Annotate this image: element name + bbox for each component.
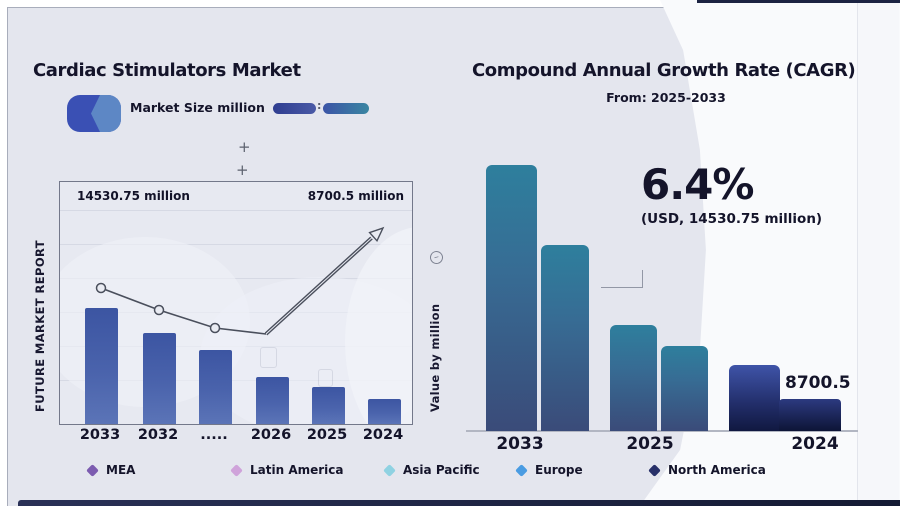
right-bar-2024-b — [779, 399, 841, 431]
ratio-pill-left — [273, 103, 316, 114]
x-label-2033: 2033 — [79, 427, 121, 443]
x-label-2032: 2032 — [137, 427, 179, 443]
bar-2026 — [256, 377, 289, 424]
trend-line-overlay — [95, 226, 385, 336]
north-america-diamond-icon — [648, 463, 661, 477]
legend-label: Latin America — [250, 463, 344, 477]
gridline — [60, 278, 412, 279]
trend-marker — [95, 282, 107, 294]
future-market-report-watermark: FUTURE MARKET REPORT — [33, 239, 47, 412]
bar-2024 — [368, 399, 401, 424]
left-chart-plot-area: 14530.75 million 8700.5 million — [59, 181, 413, 425]
growth-arrow-shaft — [266, 238, 373, 336]
europe-diamond-icon — [515, 463, 528, 477]
right-edge-strip — [857, 0, 899, 506]
end-value-label: 8700.5 million — [307, 189, 404, 203]
right-x-label-2025: 2025 — [626, 434, 674, 454]
plus-icon: + — [238, 138, 251, 156]
legend-label: North America — [668, 463, 766, 477]
bottom-accent-bar — [18, 500, 900, 506]
legend-item-asia-pacific: Asia Pacific — [383, 463, 480, 477]
bar-2032 — [143, 333, 176, 424]
right-chart-title: Compound Annual Growth Rate (CAGR) — [472, 60, 856, 81]
right-bar-2025-a — [610, 325, 657, 431]
legend-label: Asia Pacific — [403, 463, 480, 477]
bar-2025 — [312, 387, 345, 424]
ghost-document-icon — [260, 347, 277, 368]
cylinder-legend-icon — [67, 95, 121, 132]
cagr-detail: (USD, 14530.75 million) — [641, 211, 823, 227]
bar-2033 — [85, 308, 118, 424]
ratio-pill-right — [323, 103, 369, 114]
top-accent-bar — [697, 0, 900, 3]
legend-item-latin-america: Latin America — [230, 463, 344, 477]
right-bar-2024-a — [729, 365, 780, 431]
trend-line — [100, 287, 267, 335]
cagr-value: 6.4% — [641, 160, 754, 209]
right-bar-2033-a — [486, 165, 537, 431]
right-x-label-2024: 2024 — [791, 434, 839, 454]
growth-arrow-shaft — [264, 236, 372, 334]
right-bar-2025-b — [661, 346, 708, 431]
gridline — [60, 244, 412, 245]
asia-pacific-diamond-icon — [383, 463, 396, 477]
cylinder-icon-facet — [91, 95, 121, 132]
right-chart-subtitle: From: 2025-2033 — [606, 90, 726, 105]
ghost-document-icon — [318, 369, 333, 387]
legend-item-north-america: North America — [648, 463, 766, 477]
x-label-mid-years: ..... — [200, 427, 228, 443]
left-chart-title: Cardiac Stimulators Market — [33, 60, 301, 81]
mea-diamond-icon — [86, 463, 99, 477]
gridline — [60, 210, 412, 211]
max-value-label: 14530.75 million — [77, 189, 190, 203]
x-label-2024: 2024 — [362, 427, 404, 443]
legend-item-mea: MEA — [86, 463, 136, 477]
growth-arrow-head — [368, 226, 385, 243]
bar-mid-years — [199, 350, 232, 424]
right-x-label-2033: 2033 — [496, 434, 544, 454]
value-axis-label: Value by million — [428, 303, 442, 412]
plus-icon: + — [236, 161, 249, 179]
right-bar-2033-b — [541, 245, 589, 431]
latin-america-diamond-icon — [230, 463, 243, 477]
trend-marker — [209, 322, 221, 334]
legend-label: MEA — [106, 463, 136, 477]
trend-marker — [153, 304, 165, 316]
x-label-2025: 2025 — [306, 427, 348, 443]
right-chart-baseline — [466, 430, 858, 432]
corner-bracket-decoration — [601, 270, 643, 288]
ratio-separator: : — [317, 99, 322, 112]
legend-label: Europe — [535, 463, 583, 477]
legend-item-europe: Europe — [515, 463, 583, 477]
x-label-2026: 2026 — [250, 427, 292, 443]
market-size-legend-label: Market Size million — [130, 100, 265, 115]
bar-value-label-2024: 8700.5 — [785, 373, 851, 393]
